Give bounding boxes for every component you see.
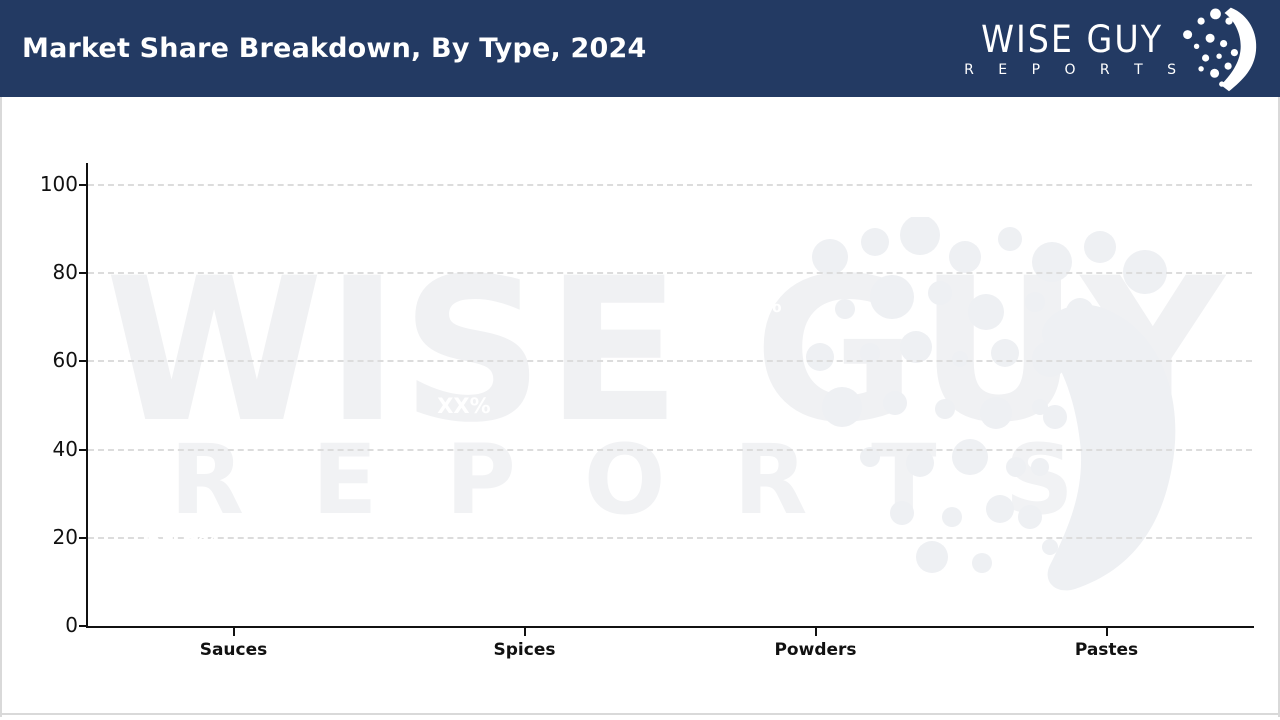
plot-region: 35.9% XX% XX% XX%	[88, 184, 1252, 626]
y-tick-label-0: 0	[65, 613, 78, 637]
x-tick-mark-sauces	[232, 628, 235, 636]
y-tick-mark-20	[79, 536, 87, 539]
y-tick-mark-0	[79, 625, 87, 627]
x-category-label-spices: Spices	[493, 640, 556, 660]
watermark-dotted-head	[806, 217, 1176, 591]
y-tick-label-40: 40	[52, 436, 78, 461]
y-axis-line	[86, 163, 88, 628]
x-category-label-pastes: Pastes	[1074, 640, 1139, 660]
chart-title: Market Share Breakdown, By Type, 2024	[22, 33, 647, 64]
dotted-head-icon	[1183, 7, 1257, 91]
y-tick-label-60: 60	[52, 348, 78, 373]
y-tick-mark-100	[79, 184, 87, 186]
wise-guy-reports-logo: WISE GUY R E P O R T S	[958, 4, 1280, 94]
gridline-20	[88, 536, 1252, 539]
x-tick-mark-pastes	[1105, 628, 1108, 636]
x-tick-mark-spices	[523, 628, 526, 636]
x-category-label-powders: Powders	[774, 640, 857, 660]
y-tick-label-100: 100	[39, 172, 78, 196]
y-tick-mark-80	[79, 272, 87, 275]
x-category-label-sauces: Sauces	[199, 640, 268, 660]
y-tick-mark-40	[79, 448, 87, 451]
y-tick-label-20: 20	[52, 524, 78, 549]
logo-wordmark: WISE GUY	[981, 17, 1164, 61]
header-bar: Market Share Breakdown, By Type, 2024 WI…	[0, 0, 1280, 97]
y-tick-mark-60	[79, 360, 87, 363]
x-tick-mark-powders	[814, 628, 817, 636]
gridline-100	[88, 184, 1252, 186]
frame-line-bottom	[0, 713, 1280, 715]
chart-area: WISE GUY REPORTS 35.	[0, 97, 1280, 720]
gridline-60	[88, 360, 1252, 363]
x-axis-line	[86, 626, 1254, 628]
logo-subtitle: R E P O R T S	[964, 61, 1186, 78]
frame-line-right	[1278, 97, 1280, 717]
watermark-subtitle: REPORTS	[170, 424, 1142, 536]
frame-line-left	[0, 97, 2, 717]
gridline-80	[88, 272, 1252, 275]
logo-text: WISE GUY R E P O R T S	[958, 21, 1186, 77]
y-tick-label-80: 80	[52, 260, 78, 285]
gridline-40	[88, 448, 1252, 451]
